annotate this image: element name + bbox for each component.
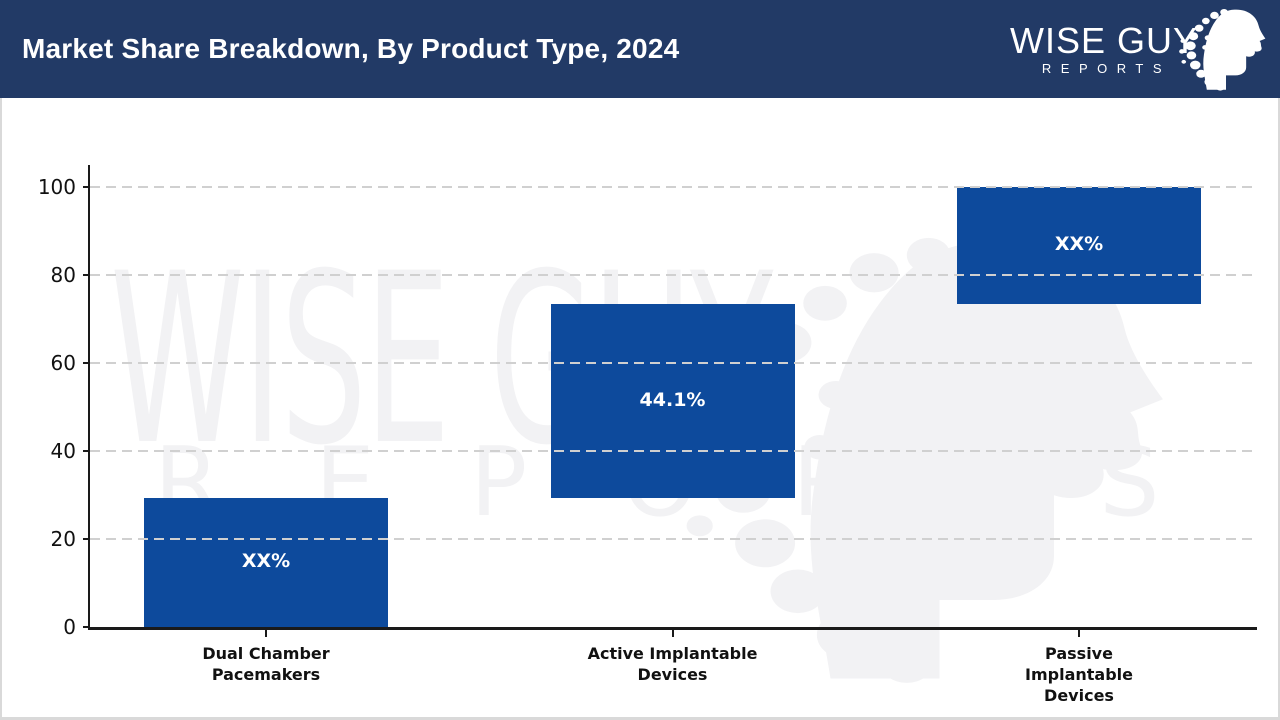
- logo-head-icon: [1179, 9, 1266, 91]
- y-tick-mark: [83, 450, 90, 452]
- plot-area: XX% 44.1% XX%: [83, 165, 1255, 628]
- x-tick-mark: [671, 630, 674, 637]
- y-tick-mark: [83, 186, 90, 188]
- x-tick-mark: [1078, 630, 1080, 637]
- gridline: [90, 186, 1255, 188]
- x-category-label: Active Implantable Devices: [587, 644, 758, 684]
- bar-segment: 44.1%: [550, 303, 795, 498]
- gridline: [90, 274, 1255, 276]
- bar-value-label: XX%: [241, 550, 291, 573]
- y-tick-mark: [83, 626, 90, 628]
- x-category-label: Dual Chamber Pacemakers: [202, 644, 330, 684]
- y-tick-label: 20: [50, 527, 76, 551]
- y-tick-label: 40: [50, 439, 76, 463]
- gridline: [90, 538, 1255, 540]
- y-tick-mark: [83, 538, 90, 540]
- page-title: Market Share Breakdown, By Product Type,…: [22, 33, 680, 64]
- logo-text: WISE GUY REPORTS: [1009, 20, 1198, 76]
- x-category-label: Passive Implantable Devices: [1025, 644, 1133, 705]
- y-tick-label: 100: [37, 175, 76, 199]
- y-tick-label: 60: [50, 351, 76, 375]
- header: Market Share Breakdown, By Product Type,…: [0, 0, 1280, 98]
- gridline: [90, 362, 1255, 364]
- logo-wordmark: WISE GUY: [1009, 20, 1198, 61]
- x-axis-line: [88, 627, 1257, 630]
- wiseguy-logo: WISE GUY REPORTS: [1010, 5, 1274, 93]
- y-tick-mark: [83, 274, 90, 276]
- chart-area: WISE GUY REPORTS XX%44.1%XX% 02040608010…: [0, 98, 1280, 720]
- y-tick-label: 80: [50, 263, 76, 287]
- bar-segment: XX%: [957, 187, 1201, 304]
- bar-value-label: XX%: [1054, 233, 1104, 256]
- x-tick-mark: [265, 630, 267, 637]
- bar-segment: XX%: [144, 497, 388, 627]
- gridline: [90, 450, 1255, 452]
- y-axis-line: [88, 165, 90, 630]
- bar-value-label: 44.1%: [639, 388, 706, 411]
- logo-subtitle: REPORTS: [1041, 61, 1172, 76]
- y-tick-label: 0: [63, 615, 76, 639]
- y-tick-mark: [83, 362, 90, 364]
